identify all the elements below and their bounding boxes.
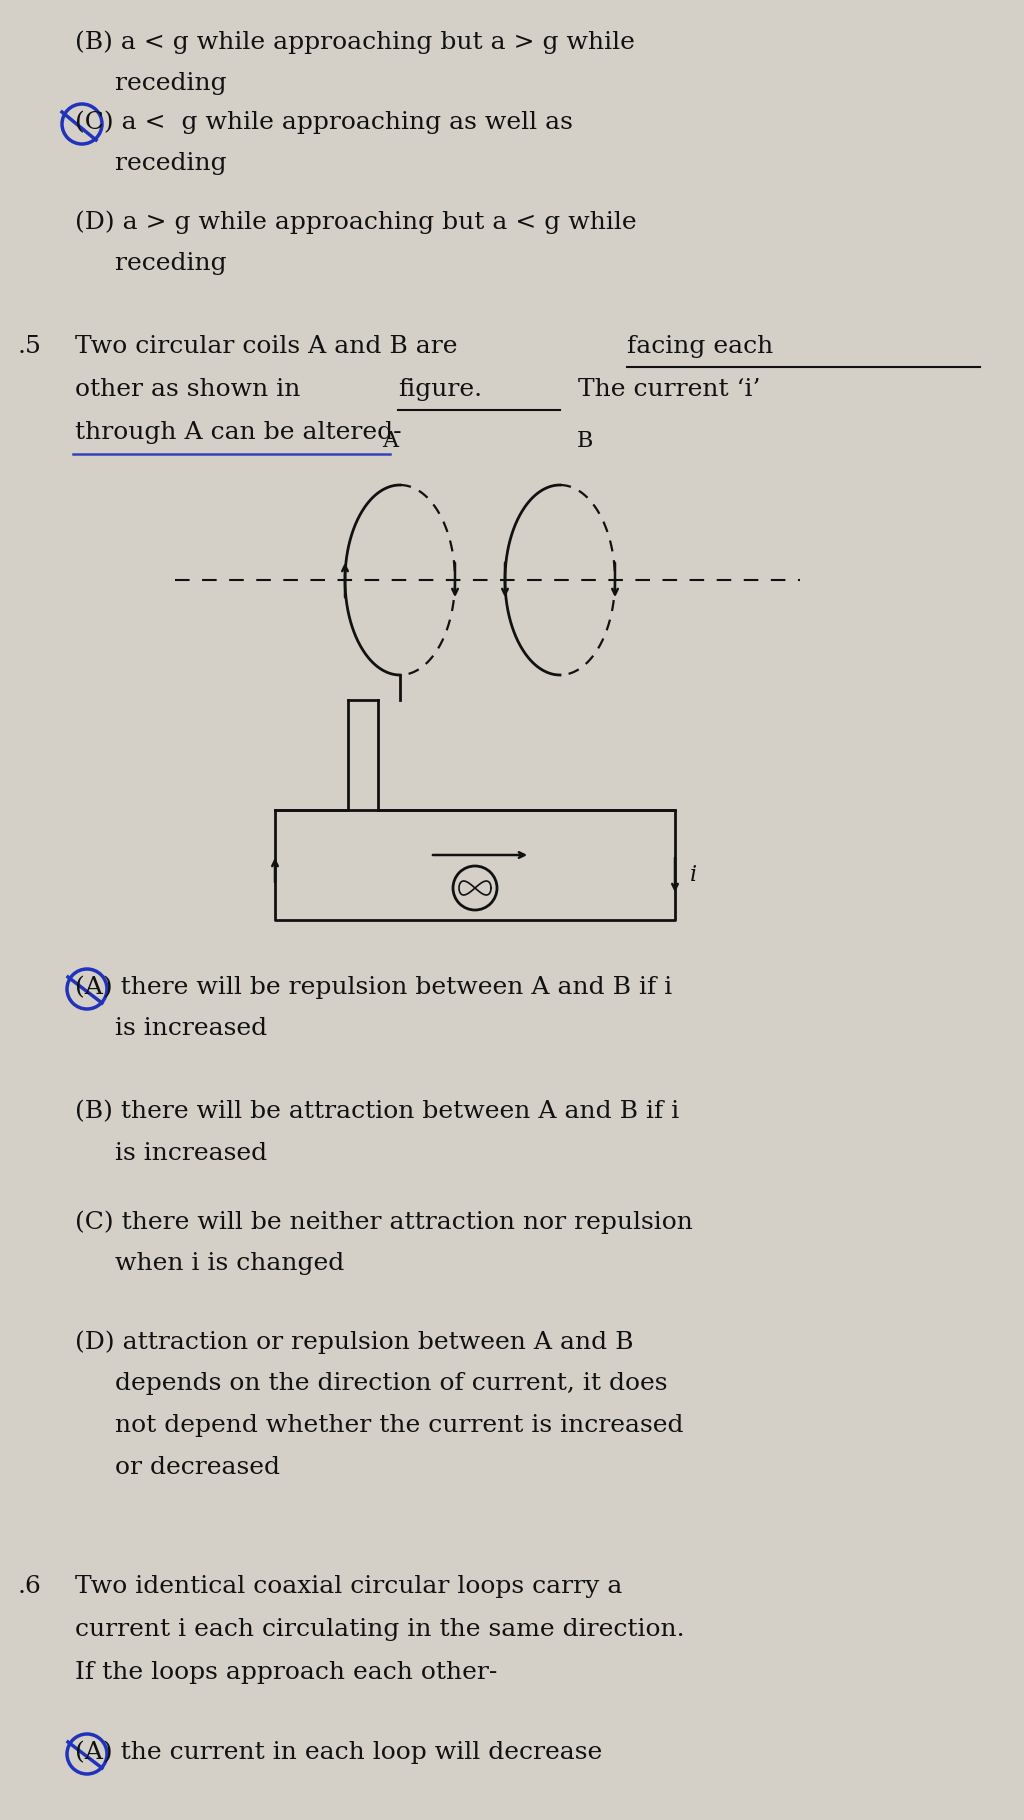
Text: current i each circulating in the same direction.: current i each circulating in the same d… [75,1618,685,1642]
Text: depends on the direction of current, it does: depends on the direction of current, it … [75,1372,668,1394]
Text: receding: receding [75,251,226,275]
Text: receding: receding [75,73,226,95]
Text: when i is changed: when i is changed [75,1252,344,1276]
Text: (B) a < g while approaching but a > g while: (B) a < g while approaching but a > g wh… [75,29,635,53]
Text: (B) there will be attraction between A and B if i: (B) there will be attraction between A a… [75,1099,679,1123]
Text: is increased: is increased [75,1141,267,1165]
Text: facing each: facing each [627,335,773,359]
Text: i: i [690,864,697,886]
Text: The current ‘i’: The current ‘i’ [562,379,761,400]
Text: (A) there will be repulsion between A and B if i: (A) there will be repulsion between A an… [75,976,672,999]
Text: through A can be altered-: through A can be altered- [75,420,401,444]
Text: other as shown in: other as shown in [75,379,300,400]
Text: (C) there will be neither attraction nor repulsion: (C) there will be neither attraction nor… [75,1210,693,1234]
Text: A: A [382,430,398,451]
Text: is increased: is increased [75,1017,267,1039]
Text: (D) attraction or repulsion between A and B: (D) attraction or repulsion between A an… [75,1330,634,1354]
Text: B: B [577,430,593,451]
Text: receding: receding [75,153,226,175]
Text: (D) a > g while approaching but a < g while: (D) a > g while approaching but a < g wh… [75,209,637,233]
Text: or decreased: or decreased [75,1456,280,1480]
Text: .5: .5 [18,335,42,359]
Text: .6: .6 [18,1574,42,1598]
Text: Two identical coaxial circular loops carry a: Two identical coaxial circular loops car… [75,1574,623,1598]
Text: Two circular coils A and B are: Two circular coils A and B are [75,335,458,359]
Text: (A) the current in each loop will decrease: (A) the current in each loop will decrea… [75,1740,602,1764]
Text: If the loops approach each other-: If the loops approach each other- [75,1662,498,1684]
Text: not depend whether the current is increased: not depend whether the current is increa… [75,1414,683,1438]
Text: figure.: figure. [398,379,482,400]
Text: (C) a <  g while approaching as well as: (C) a < g while approaching as well as [75,109,572,133]
